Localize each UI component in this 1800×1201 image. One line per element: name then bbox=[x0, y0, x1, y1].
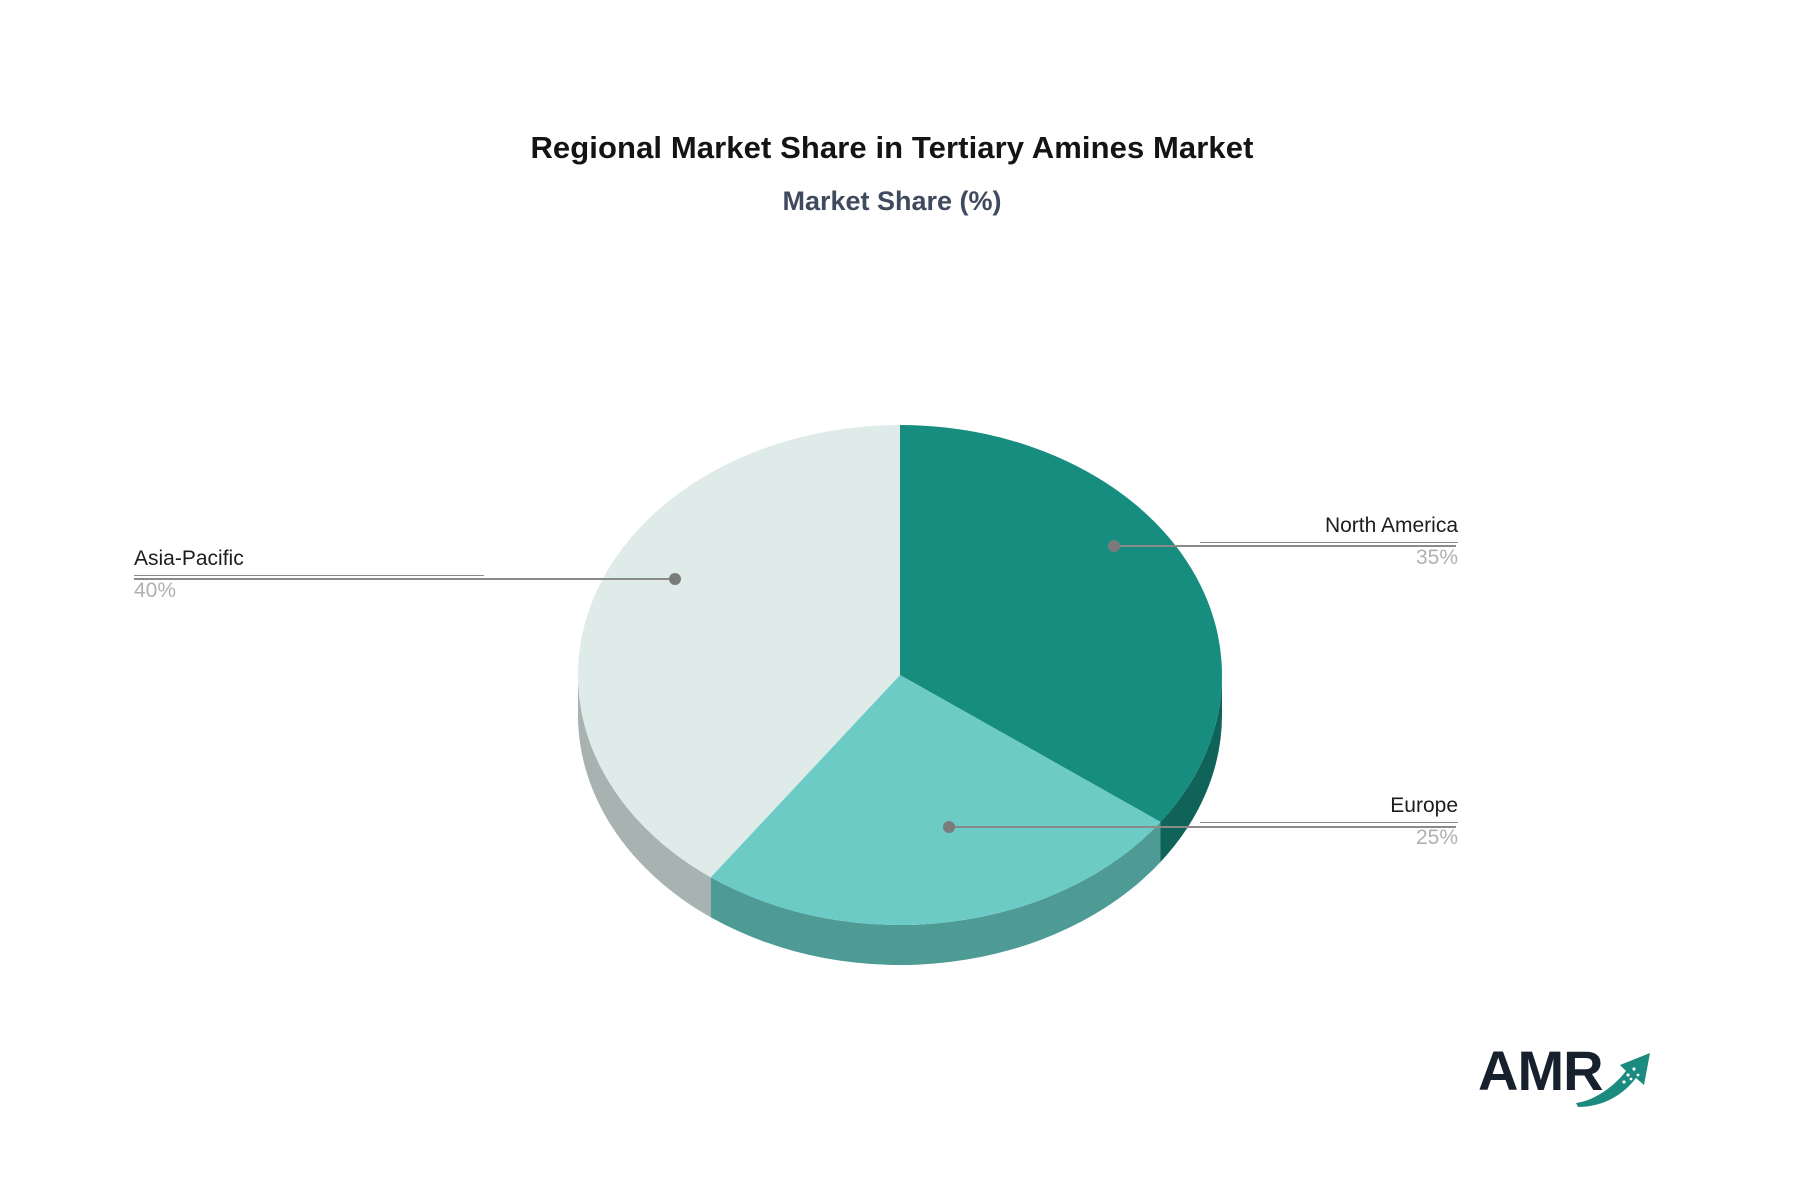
slice-side-north-america bbox=[1160, 675, 1222, 862]
callout-label-north-america: North America bbox=[1324, 514, 1458, 537]
pie-depth-walls bbox=[578, 675, 1222, 965]
callout-asia-pacific[interactable]: Asia-Pacific 40% bbox=[134, 546, 484, 604]
callout-rule bbox=[1200, 542, 1458, 543]
callout-rule bbox=[134, 575, 484, 576]
slice-side-asia-pacific bbox=[578, 675, 711, 918]
callout-label-europe: Europe bbox=[1390, 794, 1458, 817]
amr-logo: AMR bbox=[1478, 1035, 1653, 1113]
callout-value-asia-pacific: 40% bbox=[134, 579, 177, 602]
callout-value-north-america: 35% bbox=[1415, 546, 1458, 569]
growth-arrow-icon bbox=[1576, 1053, 1650, 1107]
slice-north-america bbox=[900, 425, 1222, 822]
leader-lines bbox=[134, 540, 1456, 833]
callout-label-asia-pacific: Asia-Pacific bbox=[134, 547, 244, 570]
amr-wordmark: AMR bbox=[1478, 1039, 1604, 1102]
slice-side-europe bbox=[710, 821, 1161, 965]
leader-line-asia-pacific bbox=[134, 573, 681, 585]
callout-value-europe: 25% bbox=[1415, 826, 1458, 849]
callout-europe[interactable]: Europe 25% bbox=[1200, 793, 1458, 851]
leader-line-north-america bbox=[1108, 540, 1456, 552]
leader-dot bbox=[669, 573, 681, 585]
slice-europe bbox=[710, 675, 1161, 925]
pie-top-faces bbox=[578, 425, 1222, 925]
leader-dot bbox=[943, 821, 955, 833]
leader-dot bbox=[1108, 540, 1120, 552]
slice-asia-pacific bbox=[578, 425, 900, 878]
callout-north-america[interactable]: North America 35% bbox=[1200, 513, 1458, 571]
leader-line-europe bbox=[943, 821, 1456, 833]
callout-rule bbox=[1200, 822, 1458, 823]
